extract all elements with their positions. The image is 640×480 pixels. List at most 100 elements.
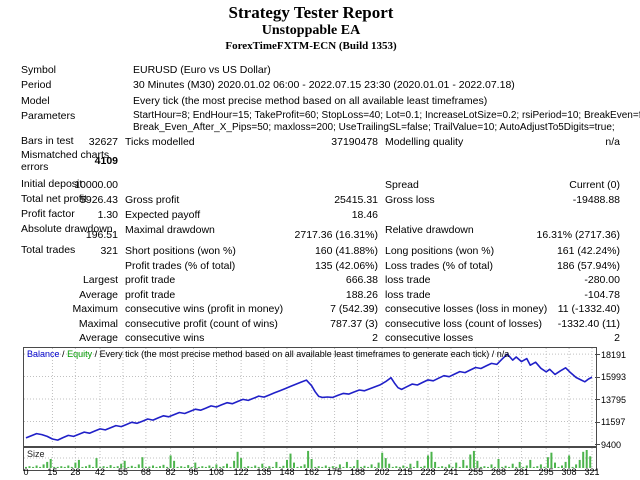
lot-size-bar — [254, 465, 257, 468]
balance-chart-plot — [24, 348, 594, 444]
lot-size-plot — [24, 448, 594, 468]
stat-value-2: 188.26 — [345, 288, 378, 301]
stat-value-3: n/a — [605, 136, 620, 148]
y-axis-tick — [595, 354, 600, 356]
stat-label-2: profit trade — [125, 274, 176, 286]
stat-value-1: 321 — [100, 245, 118, 257]
x-axis-label: 281 — [513, 467, 529, 477]
x-axis-label: 95 — [188, 467, 199, 477]
lot-size-bar — [585, 450, 588, 468]
lot-size-bar — [575, 464, 578, 468]
stat-label-2: Ticks modelled — [125, 136, 195, 148]
stat-label-1: Total net profit — [21, 193, 87, 205]
lot-size-bar — [462, 459, 465, 468]
lot-size-bar — [271, 466, 274, 468]
lot-size-bar — [67, 465, 70, 468]
stat-label-1: Mismatched charts errors — [21, 149, 110, 173]
parameters-line: Break_Even_After_X_Pips=50; maxloss=200;… — [133, 122, 615, 133]
stat-value-3: 186 (57.94%) — [556, 259, 620, 272]
stat-label-3: loss trade — [385, 274, 431, 286]
stat-label-2: Gross profit — [125, 194, 180, 206]
info-value: Every tick (the most precise method base… — [133, 94, 488, 107]
lot-size-bar — [388, 463, 391, 468]
lot-size-bar — [233, 460, 236, 468]
lot-size-bar — [476, 460, 479, 468]
lot-size-bar — [194, 462, 197, 468]
lot-size-bar — [250, 466, 253, 468]
lot-size-bar — [342, 466, 345, 468]
lot-size-bar — [501, 466, 504, 468]
lot-size-bar — [522, 466, 525, 468]
stat-value-1: 32627 — [88, 136, 118, 148]
lot-size-bar — [416, 460, 419, 468]
lot-size-bar — [187, 465, 190, 468]
lot-size-chart — [23, 447, 597, 471]
parameters-line: StartHour=8; EndHour=15; TakeProfit=60; … — [133, 109, 640, 121]
lot-size-bar — [211, 466, 214, 468]
x-axis-label: 108 — [208, 467, 224, 477]
lot-size-bar — [88, 464, 91, 468]
x-axis-label: 295 — [538, 467, 554, 477]
lot-size-bar — [307, 450, 310, 468]
lot-size-bar — [508, 466, 511, 468]
lot-size-bar — [420, 466, 422, 468]
lot-size-bar — [381, 452, 384, 468]
stat-label-3: Long positions (won %) — [385, 245, 495, 257]
x-axis-label: 162 — [304, 467, 320, 477]
stat-label-1: Absolute drawdown — [21, 223, 113, 235]
stat-value-1: Maximum — [72, 303, 118, 315]
lot-size-bar — [282, 465, 285, 468]
lot-size-bar — [395, 466, 398, 468]
x-axis-label: 135 — [256, 467, 272, 477]
lot-size-bar — [370, 464, 373, 468]
stat-value-3: 16.31% (2717.36) — [536, 229, 620, 241]
lot-size-bar — [28, 466, 31, 468]
lot-size-bar — [441, 466, 444, 468]
lot-size-bar — [25, 466, 27, 468]
stat-value-3: -19488.88 — [572, 194, 620, 206]
lot-size-bar — [286, 459, 288, 468]
ea-name: Unstoppable EA — [261, 23, 361, 38]
lot-size-bar — [81, 466, 84, 468]
lot-size-bar — [356, 459, 359, 468]
lot-size-bar — [546, 457, 549, 468]
lot-size-bar — [183, 466, 186, 468]
legend-description: / Every tick (the most precise method ba… — [94, 349, 510, 359]
y-axis-label: 15993 — [601, 372, 627, 383]
lot-size-bar — [229, 466, 232, 468]
lot-size-bar — [483, 466, 486, 468]
lot-size-bar — [109, 465, 112, 468]
x-axis-label: 82 — [165, 467, 176, 477]
lot-size-bar — [176, 466, 179, 468]
lot-size-bar — [525, 465, 528, 468]
lot-size-bar — [578, 459, 581, 468]
lot-size-bar — [472, 450, 475, 468]
x-axis-label: 122 — [233, 467, 249, 477]
lot-size-bar — [53, 466, 56, 468]
lot-size-bar — [169, 455, 172, 468]
lot-size-bar — [412, 466, 415, 468]
chart-legend: Balance / Equity / Every tick (the most … — [27, 349, 509, 359]
lot-size-bar — [427, 455, 429, 468]
lot-size-bar — [303, 464, 306, 468]
x-axis-label: 55 — [117, 467, 128, 477]
lot-size-bar — [451, 466, 454, 468]
lot-size-bar — [504, 465, 507, 468]
stat-label-3: loss trade — [385, 288, 431, 301]
lot-size-bar — [511, 463, 514, 468]
stat-label-2: consecutive profit (count of wins) — [125, 317, 278, 330]
stat-label-2: consecutive wins — [125, 332, 205, 344]
lot-size-bar — [180, 466, 183, 468]
y-axis-label: 13795 — [601, 394, 627, 405]
lot-size-bar — [134, 466, 137, 468]
lot-size-bar — [201, 466, 204, 468]
lot-size-bar — [77, 459, 80, 468]
lot-size-bar — [85, 466, 87, 468]
lot-size-bar — [409, 463, 412, 468]
lot-size-bar — [226, 463, 228, 468]
lot-size-bar — [430, 451, 433, 468]
lot-size-bar — [39, 466, 42, 468]
stat-value-2: 18.46 — [351, 209, 378, 221]
lot-size-bar — [293, 462, 295, 468]
